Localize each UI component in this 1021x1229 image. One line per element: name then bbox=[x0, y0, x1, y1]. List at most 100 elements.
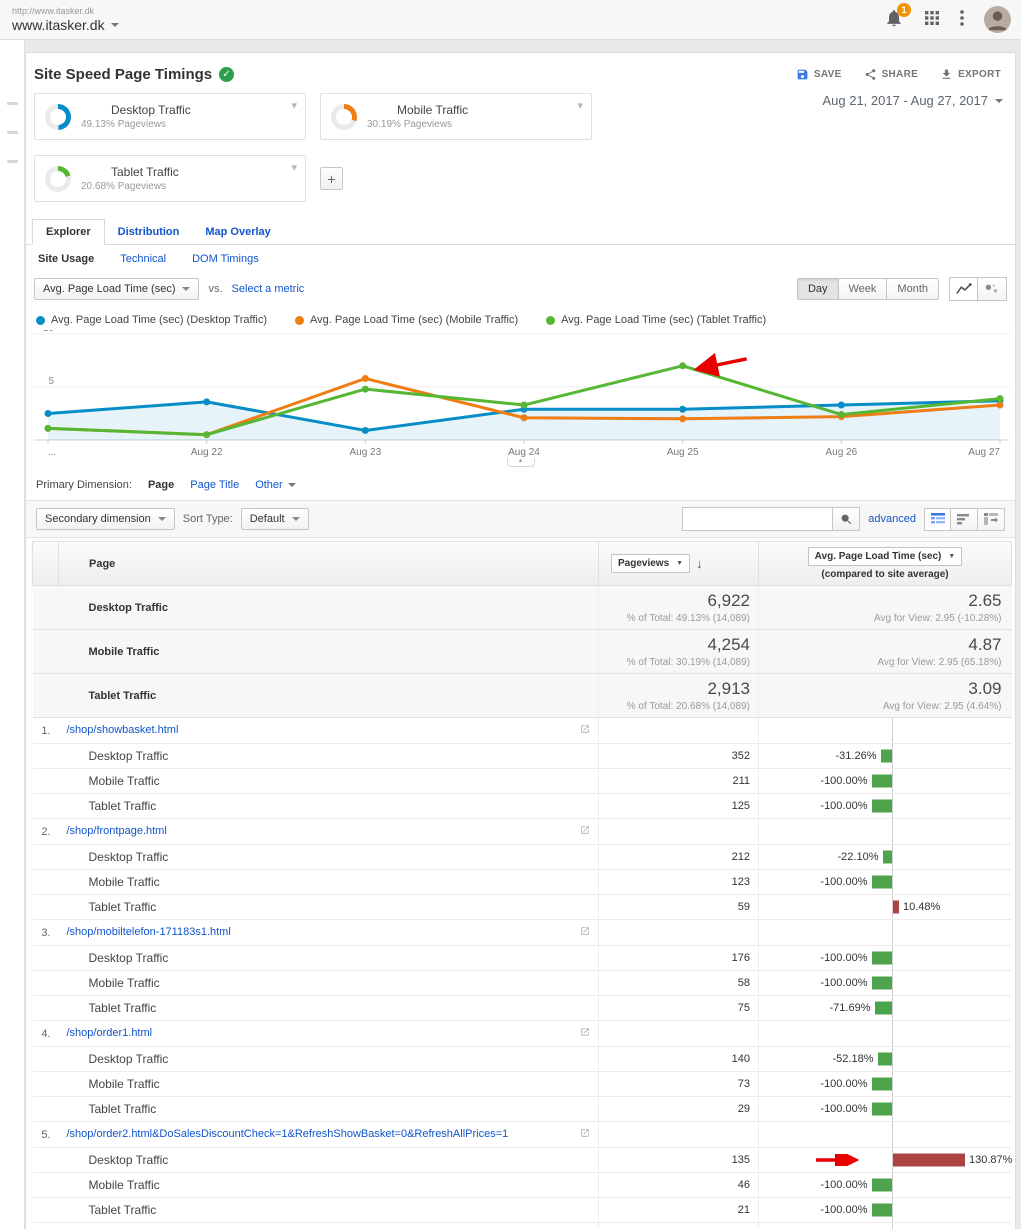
comparison-bar-negative bbox=[871, 875, 892, 889]
percentage-view-button[interactable] bbox=[951, 507, 978, 531]
table-row-segment: Mobile Traffic 211 -100.00% bbox=[32, 768, 1012, 794]
pageviews-value: 73 bbox=[598, 1071, 759, 1097]
comparison-bar-negative bbox=[871, 799, 892, 813]
page-link[interactable]: /shop/showbasket.html bbox=[66, 724, 179, 736]
add-segment-button[interactable]: + bbox=[320, 167, 343, 190]
granularity-month[interactable]: Month bbox=[887, 278, 939, 300]
segment-name: Desktop Traffic bbox=[58, 1046, 599, 1072]
column-header-page[interactable]: Page bbox=[58, 541, 599, 586]
tab-map-overlay[interactable]: Map Overlay bbox=[205, 226, 271, 238]
share-icon bbox=[865, 69, 875, 80]
tab-distribution[interactable]: Distribution bbox=[117, 226, 180, 238]
metric-comparison-cell: -71.69% bbox=[758, 995, 1012, 1021]
tab-explorer[interactable]: Explorer bbox=[32, 219, 105, 245]
notifications-button[interactable]: 1 bbox=[884, 3, 911, 31]
search-button[interactable] bbox=[832, 507, 861, 531]
metric-dropdown[interactable]: Avg. Page Load Time (sec) bbox=[34, 278, 200, 300]
open-page-button[interactable] bbox=[580, 825, 590, 838]
page-link[interactable]: /shop/frontpage.html bbox=[66, 825, 167, 837]
annotation-arrow-row bbox=[816, 1154, 860, 1166]
apps-grid-icon bbox=[925, 11, 939, 25]
metric-summary: 3.09 Avg for View: 2.95 (4.64%) bbox=[758, 673, 1012, 718]
granularity-day[interactable]: Day bbox=[796, 278, 839, 300]
metric-comparison-cell: -100.00% bbox=[758, 1197, 1012, 1223]
granularity-toggle: Day Week Month bbox=[796, 278, 939, 300]
granularity-week[interactable]: Week bbox=[838, 278, 888, 300]
pageviews-column-selector[interactable]: Pageviews ▼ bbox=[611, 554, 691, 573]
delta-label: -22.10% bbox=[837, 851, 879, 863]
export-button[interactable]: EXPORT bbox=[940, 68, 1001, 81]
summary-row-mobile-traffic: Mobile Traffic 4,254% of Total: 30.19% (… bbox=[32, 629, 1012, 674]
chevron-down-icon[interactable]: ▾ bbox=[291, 162, 297, 174]
user-avatar[interactable] bbox=[984, 6, 1011, 33]
primary-dimension-page-title[interactable]: Page Title bbox=[190, 479, 240, 491]
table-search-input[interactable] bbox=[682, 507, 833, 531]
segment-card-mobile-traffic[interactable]: Mobile Traffic 30.19% Pageviews ▾ bbox=[320, 93, 592, 140]
bar-rows-icon bbox=[957, 514, 969, 525]
delta-label: -31.26% bbox=[835, 750, 877, 762]
primary-dimension-other[interactable]: Other bbox=[255, 479, 296, 491]
pageviews-value: 176 bbox=[598, 945, 759, 971]
svg-text:Aug 26: Aug 26 bbox=[825, 447, 857, 458]
page-link[interactable]: /shop/mobiltelefon-171183s1.html bbox=[66, 926, 231, 938]
more-menu-button[interactable] bbox=[960, 10, 964, 29]
chevron-down-icon[interactable]: ▾ bbox=[577, 100, 583, 112]
metric-column-selector[interactable]: Avg. Page Load Time (sec) ▼ bbox=[807, 547, 963, 566]
open-page-button[interactable] bbox=[580, 724, 590, 737]
subtab-site-usage[interactable]: Site Usage bbox=[38, 253, 95, 265]
account-selector[interactable]: www.itasker.dk bbox=[12, 17, 119, 33]
pivot-table-icon bbox=[984, 513, 998, 525]
comparison-bar-positive bbox=[893, 900, 899, 914]
primary-dimension-page[interactable]: Page bbox=[147, 479, 175, 491]
collapsed-nav-rail[interactable] bbox=[0, 40, 25, 1229]
account-block: http://www.itasker.dk www.itasker.dk bbox=[12, 6, 119, 33]
advanced-search-link[interactable]: advanced bbox=[868, 513, 916, 525]
delta-label: 130.87% bbox=[969, 1154, 1013, 1166]
pageviews-value: 211 bbox=[598, 768, 759, 794]
pivot-view-button[interactable] bbox=[978, 507, 1005, 531]
open-page-button[interactable] bbox=[580, 926, 590, 939]
delta-label: -100.00% bbox=[820, 977, 868, 989]
page-link[interactable]: /shop/order1.html bbox=[66, 1027, 153, 1039]
segment-card-tablet-traffic[interactable]: Tablet Traffic 20.68% Pageviews ▾ bbox=[34, 155, 306, 202]
segment-name: Mobile Traffic bbox=[58, 629, 599, 674]
delta-label: -100.00% bbox=[820, 775, 868, 787]
table-row-segment: Mobile Traffic 123 -100.00% bbox=[32, 869, 1012, 895]
pageviews-value: 46 bbox=[598, 1172, 759, 1198]
share-button[interactable]: SHARE bbox=[864, 68, 919, 81]
chart-collapse-handle[interactable]: ▴ bbox=[506, 457, 535, 467]
save-button[interactable]: SAVE bbox=[796, 68, 842, 81]
subtab-technical[interactable]: Technical bbox=[120, 253, 167, 265]
line-chart-view-button[interactable] bbox=[949, 277, 978, 301]
chevron-down-icon bbox=[995, 98, 1003, 103]
svg-text:Aug 24: Aug 24 bbox=[508, 447, 540, 458]
sort-descending-icon[interactable]: ↓ bbox=[696, 556, 703, 571]
metric-comparison-cell: -100.00% bbox=[758, 1172, 1012, 1198]
subtab-dom-timings[interactable]: DOM Timings bbox=[192, 253, 259, 265]
sort-type-button[interactable]: Default bbox=[240, 508, 309, 530]
chevron-down-icon[interactable]: ▾ bbox=[291, 100, 297, 112]
table-row-segment: Tablet Traffic 125 -100.00% bbox=[32, 793, 1012, 819]
segment-name: Tablet Traffic bbox=[58, 995, 599, 1021]
secondary-dimension-button[interactable]: Secondary dimension bbox=[36, 508, 175, 530]
select-metric-link[interactable]: Select a metric bbox=[231, 283, 305, 295]
comparison-bar-negative bbox=[871, 1178, 892, 1192]
motion-chart-view-button[interactable] bbox=[978, 277, 1007, 301]
table-row-segment: Desktop Traffic 135 130.87% bbox=[32, 1147, 1013, 1173]
table-row-segment: Mobile Traffic 73 -100.00% bbox=[32, 1071, 1012, 1097]
open-page-icon bbox=[581, 1129, 589, 1137]
metric-comparison-cell: -100.00% bbox=[758, 768, 1012, 794]
metric-comparison-cell: -52.18% bbox=[758, 1046, 1012, 1072]
segment-card-desktop-traffic[interactable]: Desktop Traffic 49.13% Pageviews ▾ bbox=[34, 93, 306, 140]
date-range-selector[interactable]: Aug 21, 2017 - Aug 27, 2017 bbox=[822, 93, 1003, 108]
comparison-bar-negative bbox=[871, 1203, 892, 1217]
timeline-chart-area[interactable]: 5 10... Aug 22 Aug 23 Aug 24 Aug 25 Aug 26 Aug … bbox=[34, 323, 1009, 458]
delta-label: -100.00% bbox=[820, 1078, 868, 1090]
data-view-button[interactable] bbox=[924, 507, 951, 531]
apps-grid-button[interactable] bbox=[924, 10, 940, 29]
open-page-button[interactable] bbox=[580, 1128, 590, 1141]
page-link[interactable]: /shop/order2.html&DoSalesDiscountCheck=1… bbox=[66, 1128, 509, 1140]
segment-name: Tablet Traffic bbox=[58, 1197, 599, 1223]
open-page-button[interactable] bbox=[580, 1027, 590, 1040]
chevron-down-icon bbox=[157, 517, 166, 521]
